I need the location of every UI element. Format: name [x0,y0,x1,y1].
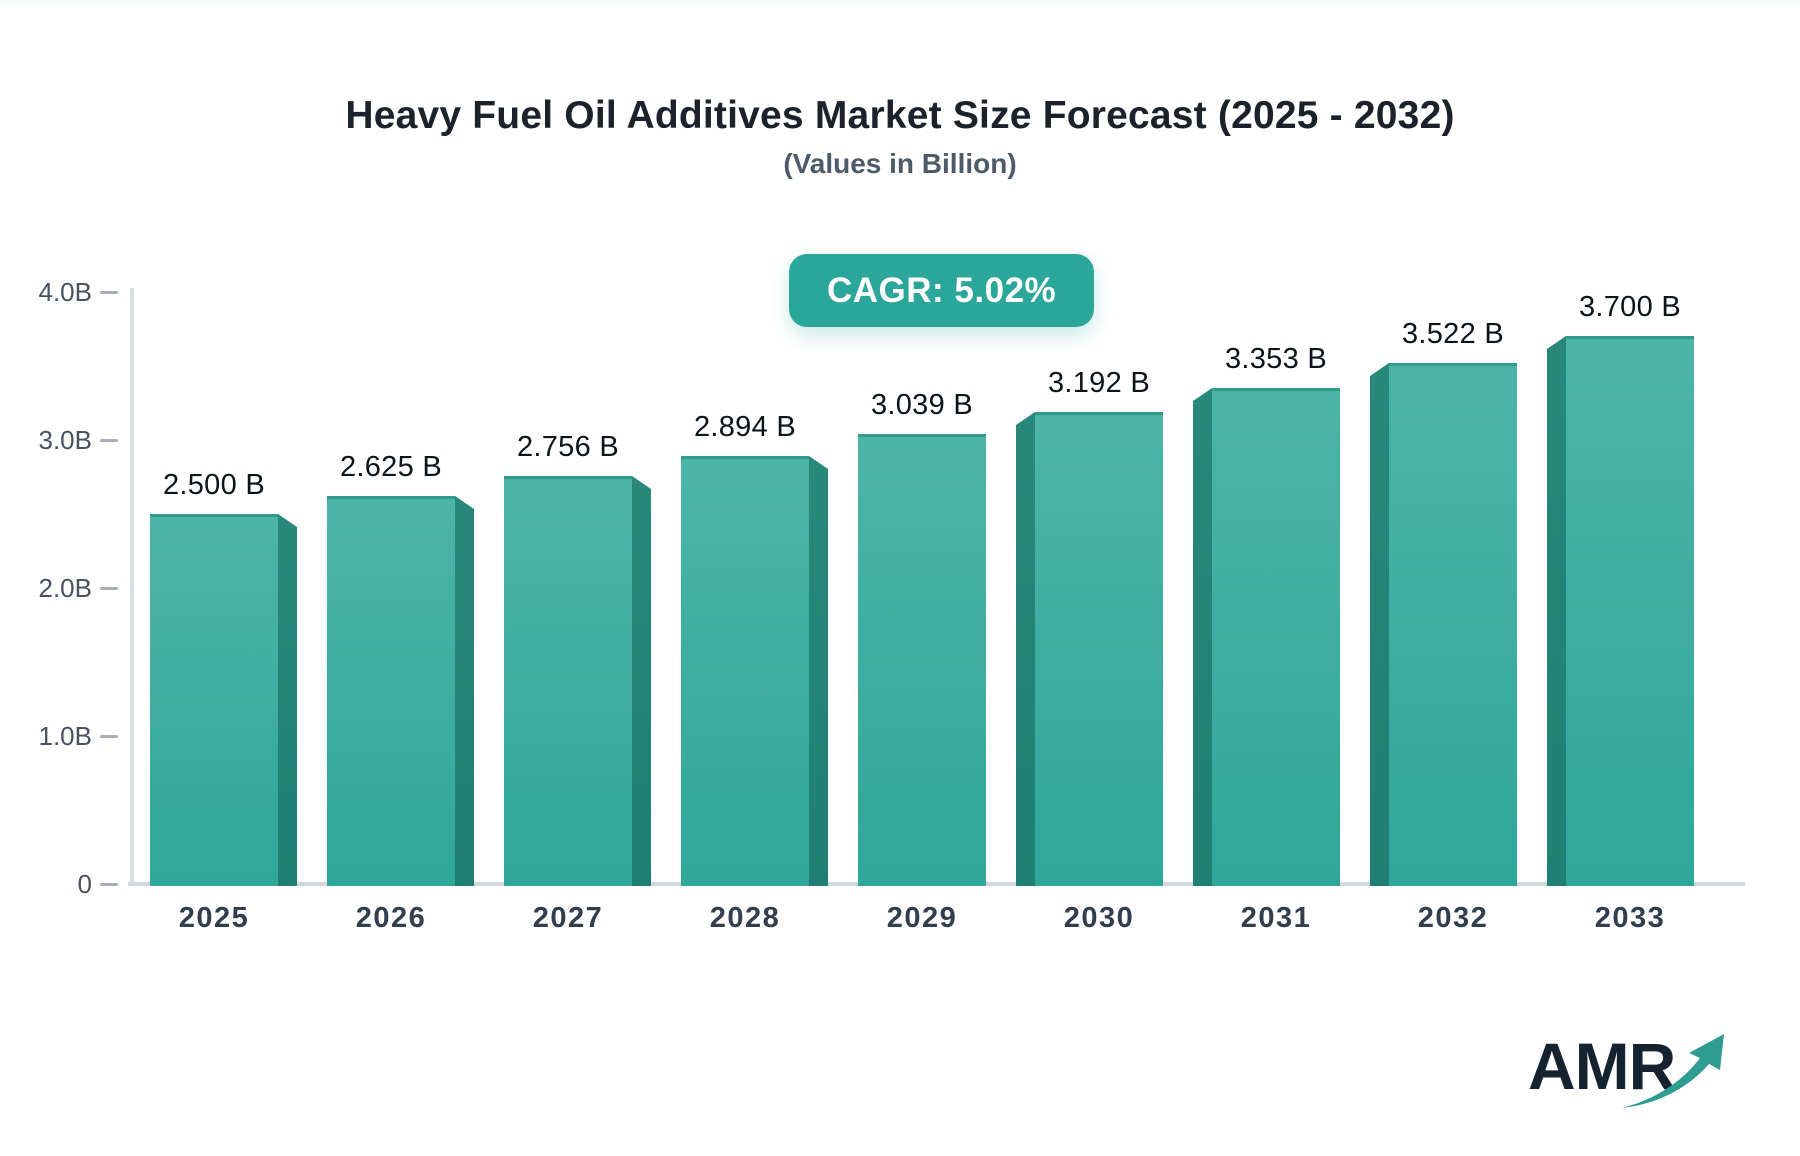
bar-side-face-2028 [809,456,828,886]
chart-subtitle: (Values in Billion) [783,148,1017,179]
bar-side-face-2025 [278,514,297,886]
y-axis-tick [100,438,118,442]
y-axis-line [130,288,134,884]
bar-side-face-2026 [455,496,474,886]
x-axis-label-2032: 2032 [1417,902,1489,934]
bar-value-label: 3.039 B [870,389,974,421]
y-axis-tick-label: 3.0B [38,425,93,455]
x-axis-label-2026: 2026 [355,902,427,934]
y-axis-tick-label: 4.0B [38,277,93,307]
growth-arrow-icon [1622,1034,1724,1108]
amr-logo-text: AMR [1528,1029,1676,1103]
y-axis-tick-label: 2.0B [38,573,93,603]
bar-side-face-2027 [632,476,651,886]
bar-value-label: 3.353 B [1224,343,1328,375]
bar-2029 [858,434,986,886]
y-axis-tick-label: 1.0B [38,721,93,751]
x-axis-label-2033: 2033 [1594,902,1666,934]
bar-value-label: 2.894 B [693,411,797,443]
bar-2030 [1035,412,1163,886]
x-axis-label-2028: 2028 [709,902,781,934]
amr-logo: AMR [1528,1028,1748,1118]
bar-2025 [150,514,278,886]
bar-value-label: 2.625 B [339,451,443,483]
bar-side-face-2031 [1193,388,1212,886]
bar-side-face-2033 [1547,336,1566,886]
bar-2033 [1566,336,1694,886]
x-axis-label-2031: 2031 [1240,902,1312,934]
bar-value-label: 3.522 B [1401,318,1505,350]
bar-side-face-2032 [1370,363,1389,886]
y-axis-tick-label: 0 [77,869,92,899]
x-axis-label-2027: 2027 [532,902,604,934]
bar-value-label: 3.192 B [1047,367,1151,399]
y-axis-tick [100,882,118,886]
bar-2027 [504,476,632,886]
bar-2028 [681,456,809,886]
bar-2026 [327,496,455,886]
cagr-badge: CAGR: 5.02% [789,254,1095,327]
page-top-strip [0,0,1800,5]
bar-2031 [1212,388,1340,886]
y-axis-tick [100,586,118,590]
x-axis-label-2029: 2029 [886,902,958,934]
y-axis-tick [100,290,118,294]
bar-value-label: 3.700 B [1578,291,1682,323]
x-axis-label-2030: 2030 [1063,902,1135,934]
x-axis-label-2025: 2025 [178,902,250,934]
bar-side-face-2030 [1016,412,1035,886]
bar-2032 [1389,363,1517,886]
bar-value-label: 2.756 B [516,431,620,463]
y-axis-tick [100,734,118,738]
chart-title: Heavy Fuel Oil Additives Market Size For… [345,94,1455,137]
bar-value-label: 2.500 B [162,469,266,501]
